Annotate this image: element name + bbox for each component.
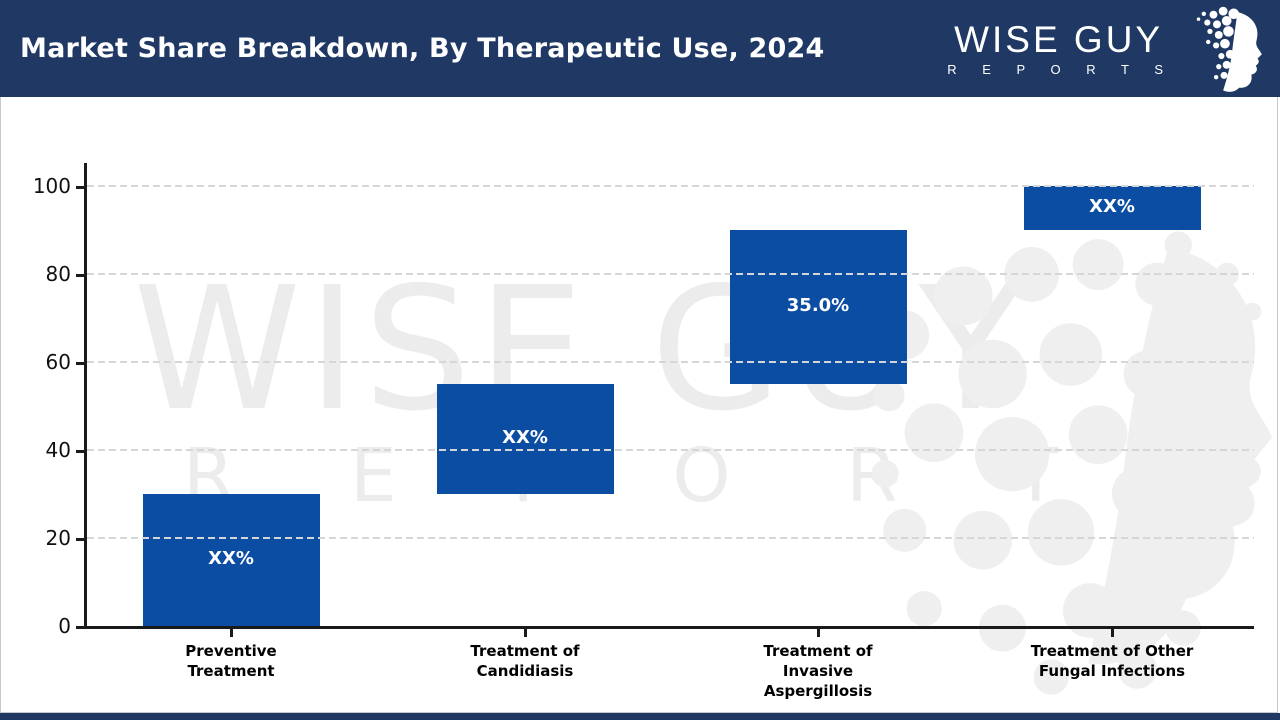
bar-segment: [1023, 186, 1201, 230]
y-tick-mark: [76, 274, 84, 277]
x-category-label-line: Invasive: [782, 662, 854, 680]
logo-brand-name: WISE GUY: [954, 18, 1164, 60]
y-axis-line: [84, 163, 87, 629]
bar-segment: [142, 494, 320, 626]
bar-value-label: XX%: [1089, 196, 1135, 217]
y-tick-mark: [76, 626, 84, 629]
y-tick-mark: [76, 362, 84, 365]
y-tick-mark: [76, 538, 84, 541]
x-category-label: Treatment of Other Fungal Infections: [972, 641, 1252, 681]
bar-value-label: 35.0%: [786, 295, 850, 316]
gridline: [87, 185, 1254, 187]
x-category-label: Treatment of Candidiasis: [385, 641, 665, 681]
y-tick-label: 0: [58, 614, 71, 638]
gridline: [87, 361, 1254, 363]
x-category-label-line: Aspergillosis: [763, 682, 873, 700]
header-bar: Market Share Breakdown, By Therapeutic U…: [0, 0, 1280, 97]
y-tick-label: 40: [45, 438, 71, 462]
y-tick-label: 100: [32, 174, 71, 198]
x-category-label: Treatment of Invasive Aspergillosis: [678, 641, 958, 701]
logo-tagline: R E P O R T S: [947, 61, 1174, 77]
bar-value-label: XX%: [208, 548, 254, 569]
x-category-label-line: Fungal Infections: [1038, 662, 1186, 680]
x-category-label-line: Treatment: [187, 662, 275, 680]
x-tick-mark: [817, 629, 820, 637]
y-tick-label: 80: [45, 262, 71, 286]
gridline: [87, 537, 1254, 539]
y-tick-mark: [76, 450, 84, 453]
gridline: [87, 449, 1254, 451]
bar-segment: [436, 384, 614, 494]
wise-guy-reports-logo: WISE GUY R E P O R T S: [943, 5, 1280, 93]
page-title: Market Share Breakdown, By Therapeutic U…: [20, 33, 825, 64]
logo-head-icon: [1196, 6, 1262, 92]
gridline: [87, 273, 1254, 275]
bar-value-label: XX%: [502, 427, 548, 448]
watermark-head-icon: [871, 231, 1273, 695]
logo-text: WISE GUY R E P O R T S: [943, 21, 1174, 77]
x-category-label-line: Preventive: [185, 642, 277, 660]
chart-canvas: WISE GUY R E P O R T S XX% XX% 35.0% XX% 0 20…: [0, 97, 1278, 713]
footer-bar: [0, 713, 1280, 720]
x-axis-line: [84, 626, 1254, 629]
x-category-label-line: Candidiasis: [476, 662, 574, 680]
x-tick-mark: [1111, 629, 1114, 637]
x-tick-mark: [524, 629, 527, 637]
bar-segment: [729, 230, 907, 384]
x-category-label-line: Treatment of: [470, 642, 580, 660]
x-category-label: Preventive Treatment: [91, 641, 371, 681]
x-tick-mark: [230, 629, 233, 637]
y-tick-mark: [76, 186, 84, 189]
y-tick-label: 20: [45, 526, 71, 550]
x-category-label-line: Treatment of: [763, 642, 873, 660]
x-category-label-line: Treatment of Other: [1030, 642, 1194, 660]
y-tick-label: 60: [45, 350, 71, 374]
